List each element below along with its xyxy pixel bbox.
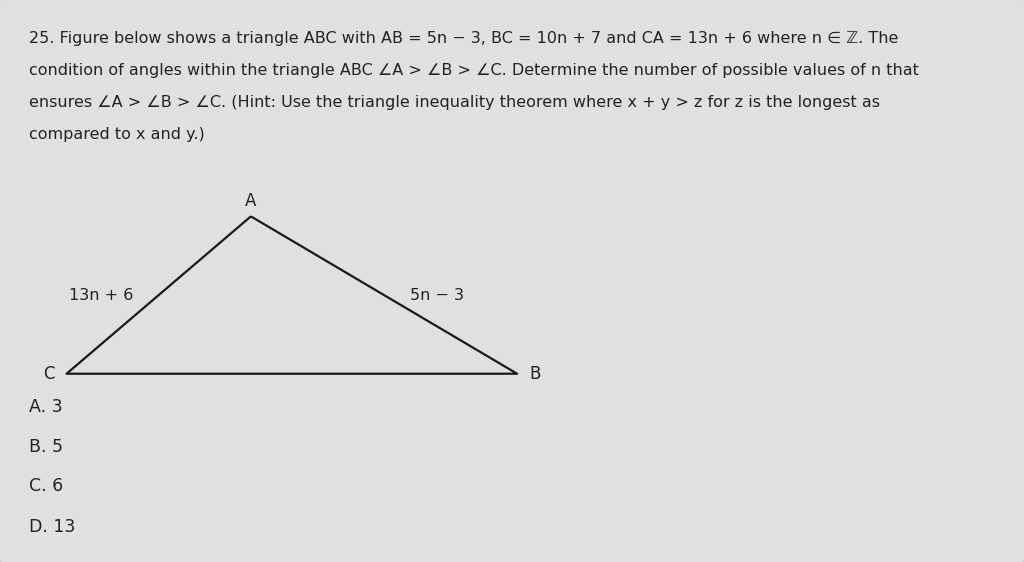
Text: B. 5: B. 5 xyxy=(29,438,62,456)
Text: 13n + 6: 13n + 6 xyxy=(69,288,133,302)
Text: C: C xyxy=(43,365,54,383)
Text: C. 6: C. 6 xyxy=(29,477,62,495)
Text: 25. Figure below shows a triangle ABC with AB = 5n − 3, BC = 10n + 7 and CA = 13: 25. Figure below shows a triangle ABC wi… xyxy=(29,31,898,46)
Text: B: B xyxy=(529,365,541,383)
Text: compared to x and y.): compared to x and y.) xyxy=(29,127,205,142)
Text: 5n − 3: 5n − 3 xyxy=(410,288,464,302)
Text: condition of angles within the triangle ABC ∠A > ∠B > ∠C. Determine the number o: condition of angles within the triangle … xyxy=(29,63,919,78)
Text: ensures ∠A > ∠B > ∠C. (Hint: Use the triangle inequality theorem where x + y > z: ensures ∠A > ∠B > ∠C. (Hint: Use the tri… xyxy=(29,95,880,110)
Text: D. 13: D. 13 xyxy=(29,518,75,536)
Text: A: A xyxy=(245,192,257,210)
Text: A. 3: A. 3 xyxy=(29,398,62,416)
